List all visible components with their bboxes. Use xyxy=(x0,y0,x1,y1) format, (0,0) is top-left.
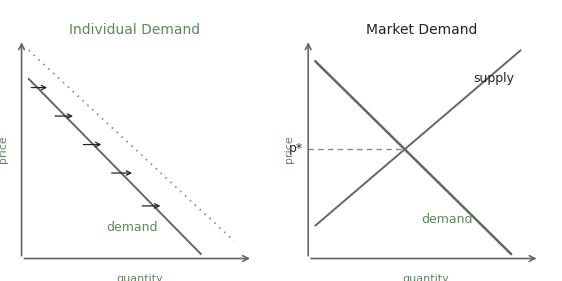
Text: supply: supply xyxy=(473,72,514,85)
Text: p*: p* xyxy=(289,142,303,155)
Title: Market Demand: Market Demand xyxy=(366,23,477,37)
Text: price: price xyxy=(0,135,8,163)
Text: quantity: quantity xyxy=(403,274,450,281)
Text: demand: demand xyxy=(422,212,473,226)
Text: quantity: quantity xyxy=(116,274,163,281)
Title: Individual Demand: Individual Demand xyxy=(69,23,201,37)
Text: price: price xyxy=(284,135,294,163)
Text: demand: demand xyxy=(107,221,158,234)
